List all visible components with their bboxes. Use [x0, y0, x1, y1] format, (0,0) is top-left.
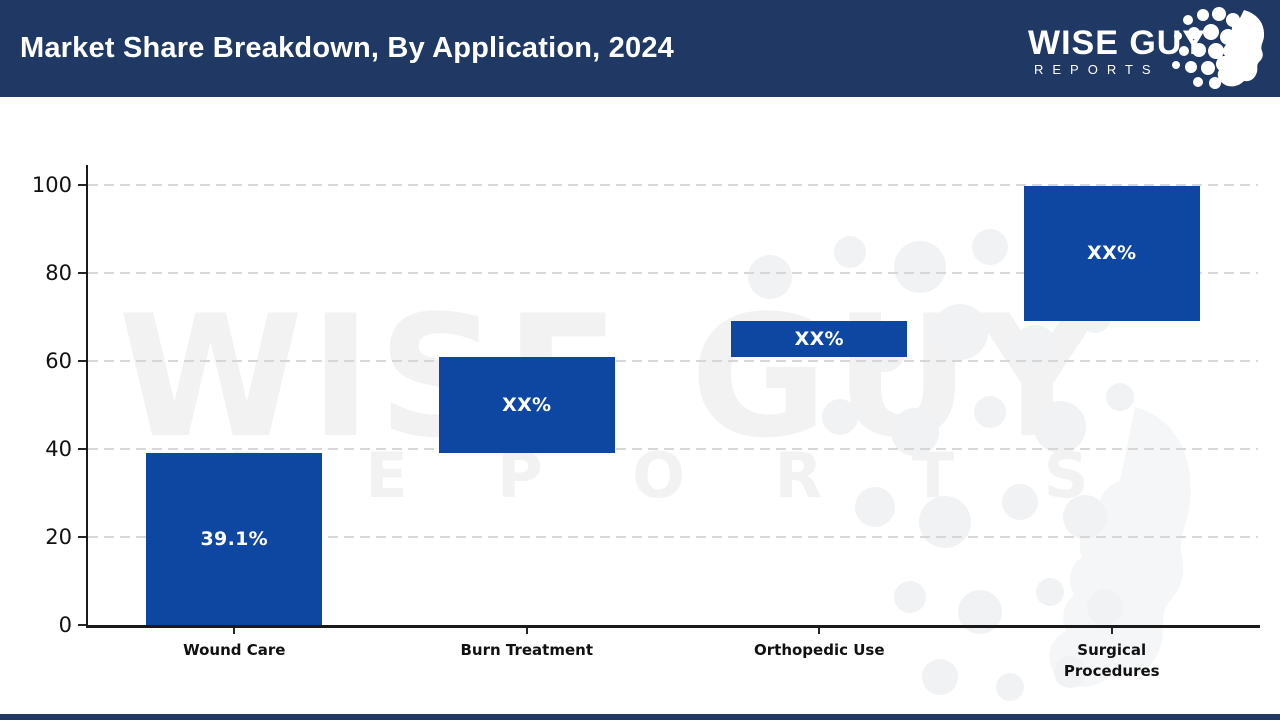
gridline [88, 359, 1258, 362]
x-tick-mark [233, 628, 236, 634]
logo-text-line1: WISE GUY [1028, 24, 1206, 62]
page-title: Market Share Breakdown, By Application, … [20, 32, 674, 64]
y-tick-label: 60 [45, 348, 72, 373]
y-tick-mark [78, 535, 86, 538]
bar-value-label: 39.1% [200, 527, 268, 550]
footer-bar [0, 714, 1280, 720]
logo-face-icon [1172, 6, 1265, 89]
bar: XX% [1023, 186, 1200, 321]
y-tick-label: 80 [45, 260, 72, 285]
x-axis-line [86, 625, 1260, 628]
x-tick-label: Burn Treatment [460, 641, 593, 659]
y-tick-mark [78, 624, 86, 626]
x-tick-mark [818, 628, 821, 634]
y-tick-label: 20 [45, 524, 72, 549]
gridline [88, 271, 1258, 274]
gridline [88, 447, 1258, 450]
x-tick-label: Surgical Procedures [1063, 641, 1160, 680]
y-tick-mark [78, 271, 86, 274]
y-axis-line [86, 165, 88, 627]
bar-value-label: XX% [794, 328, 844, 351]
bar-value-label: XX% [1087, 242, 1137, 265]
wise-guy-reports-logo: WISE GUY REPORTS [1020, 6, 1270, 92]
x-tick-label: Wound Care [183, 641, 286, 659]
x-tick-mark [1110, 628, 1113, 634]
logo-text-line2: REPORTS [1034, 62, 1160, 77]
x-tick-label: Orthopedic Use [754, 641, 885, 659]
y-tick-mark [78, 447, 86, 450]
bar: XX% [438, 357, 615, 453]
y-tick-mark [78, 183, 86, 186]
x-tick-mark [525, 628, 528, 634]
bar: 39.1% [146, 452, 323, 625]
y-tick-mark [78, 359, 86, 362]
y-tick-label: 100 [31, 172, 72, 197]
gridline [88, 183, 1258, 186]
header-banner: Market Share Breakdown, By Application, … [0, 0, 1280, 97]
y-tick-label: 0 [58, 613, 72, 637]
y-tick-label: 40 [45, 436, 72, 461]
bar-value-label: XX% [502, 394, 552, 417]
chart-canvas: WISE GUY R E P O R T S 0 20 40 60 80 100 39.1%… [0, 97, 1280, 714]
bar: XX% [731, 320, 908, 358]
gridline [88, 535, 1258, 538]
logo-graphic: WISE GUY REPORTS [1028, 6, 1265, 89]
